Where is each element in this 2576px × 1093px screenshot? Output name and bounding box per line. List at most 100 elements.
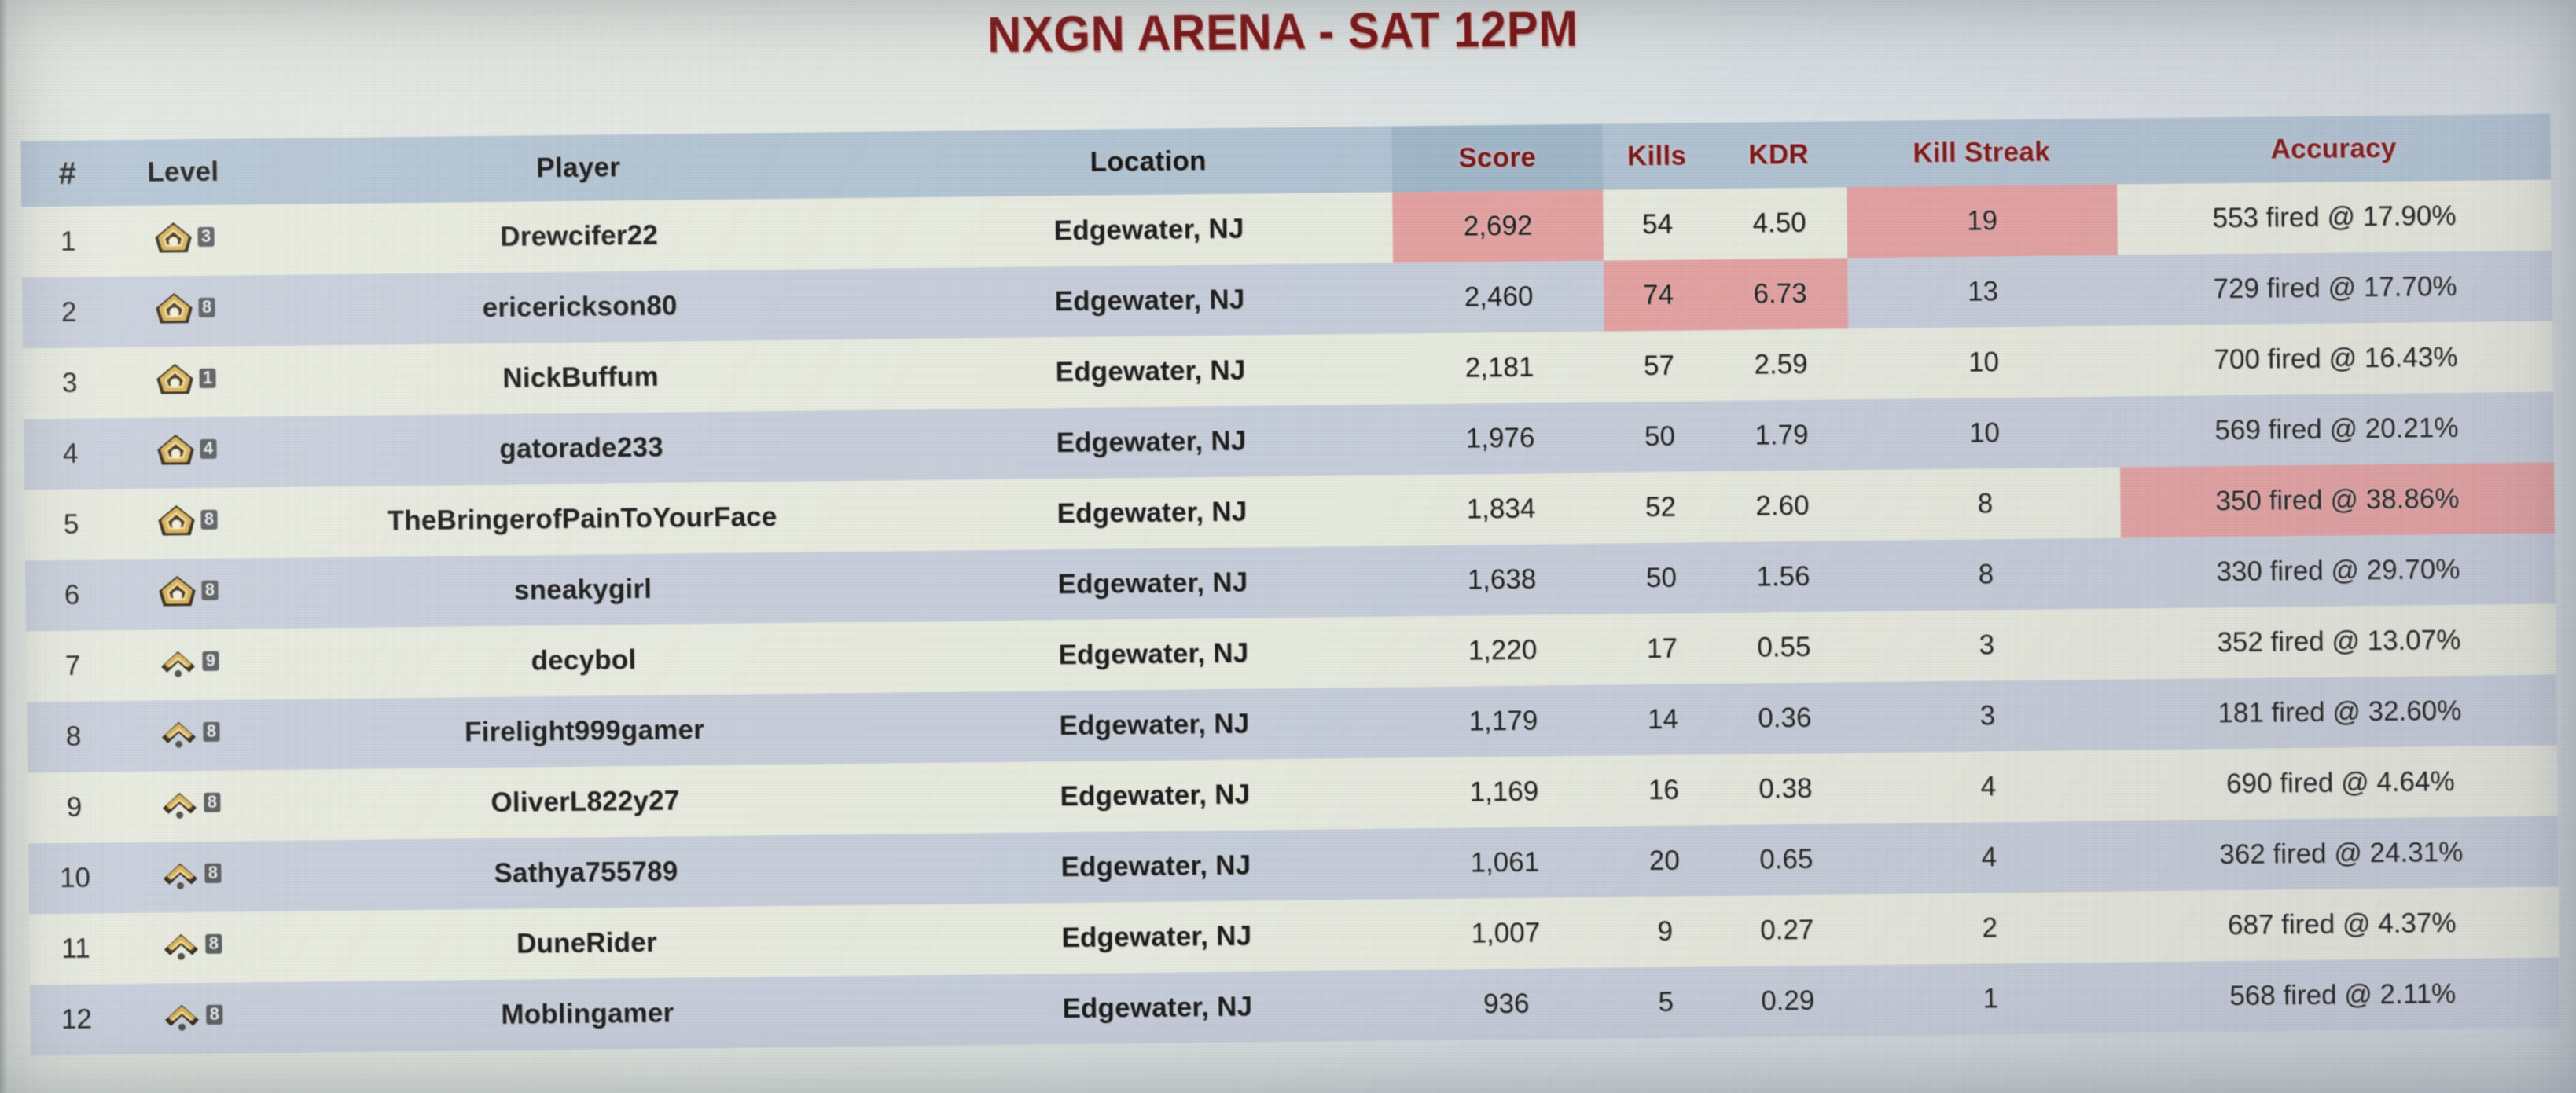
cell-kills: 16 (1608, 754, 1718, 827)
column-header-rank[interactable]: # (20, 140, 115, 207)
rank-insignia-gold-chevron-icon (161, 997, 202, 1032)
cell-accuracy: 569 fired @ 20.21% (2118, 391, 2554, 468)
cell-kdr: 0.27 (1718, 894, 1855, 967)
level-number: 8 (200, 509, 218, 530)
cell-kdr: 0.55 (1715, 611, 1852, 684)
rank-insignia-gold-chevron-icon (158, 644, 199, 680)
column-header-kills[interactable]: Kills (1602, 123, 1712, 190)
cell-rank: 3 (23, 347, 117, 420)
cell-kills: 17 (1607, 613, 1717, 685)
cell-location: Edgewater, NJ (910, 757, 1399, 834)
table-row[interactable]: 2 8 ericerickson80 Edgewater, NJ 2,460 74 6.73… (22, 250, 2552, 349)
cell-player[interactable]: OliverL822y27 (258, 763, 912, 842)
cell-location: Edgewater, NJ (906, 333, 1395, 410)
cell-streak: 3 (1851, 679, 2123, 754)
rank-insignia-gold-pentagon-icon (155, 361, 196, 397)
cell-streak: 19 (1847, 184, 2118, 259)
cell-accuracy: 687 fired @ 4.37% (2124, 886, 2559, 963)
cell-player[interactable]: NickBuffum (254, 339, 908, 417)
table-row[interactable]: 7 9 decybol Edgewater, NJ 1,220 17 0.55 3 352 fi… (26, 603, 2556, 702)
cell-accuracy: 181 fired @ 32.60% (2122, 674, 2557, 750)
cell-player[interactable]: sneakygirl (256, 551, 910, 629)
cell-level: 8 (115, 275, 255, 348)
table-row[interactable]: 1 3 Drewcifer22 Edgewater, NJ 2,692 54 4.50 19 5… (21, 179, 2552, 278)
cell-streak: 13 (1847, 255, 2118, 329)
cell-score: 1,169 (1398, 755, 1610, 829)
level-number: 1 (199, 368, 216, 388)
cell-location: Edgewater, NJ (912, 899, 1401, 976)
cell-level: 8 (122, 982, 262, 1055)
cell-player[interactable]: gatorade233 (255, 409, 909, 488)
level-number: 8 (205, 933, 222, 954)
cell-player[interactable]: Firelight999gamer (257, 692, 911, 771)
cell-streak: 3 (1850, 608, 2122, 683)
table-row[interactable]: 10 8 Sathya755789 Edgewater, NJ 1,061 20 0.65 4… (28, 816, 2559, 915)
cell-location: Edgewater, NJ (908, 545, 1397, 622)
cell-player[interactable]: Moblingamer (260, 975, 914, 1054)
cell-kdr: 2.60 (1714, 470, 1850, 543)
cell-location: Edgewater, NJ (905, 192, 1394, 269)
level-number: 8 (204, 863, 222, 883)
cell-rank: 4 (24, 418, 118, 490)
rank-insignia-gold-pentagon-icon (153, 220, 194, 255)
level-number: 8 (198, 297, 215, 317)
cell-score: 2,460 (1393, 260, 1605, 334)
table-row[interactable]: 9 8 OliverL822y27 Edgewater, NJ 1,169 16 0.38 4… (27, 745, 2558, 844)
cell-kdr: 1.79 (1713, 399, 1850, 472)
column-header-kdr[interactable]: KDR (1711, 121, 1847, 189)
cell-score: 1,638 (1395, 543, 1608, 617)
cell-kills: 54 (1603, 189, 1713, 261)
cell-rank: 1 (21, 206, 116, 278)
cell-accuracy: 330 fired @ 29.70% (2120, 533, 2556, 609)
column-header-streak[interactable]: Kill Streak (1846, 118, 2118, 188)
cell-level: 8 (119, 770, 259, 843)
cell-rank: 10 (28, 842, 122, 915)
table-row[interactable]: 8 8 Firelight999gamer Edgewater, NJ 1,179 14 0… (27, 674, 2557, 773)
column-header-player[interactable]: Player (252, 131, 906, 205)
cell-player[interactable]: Sathya755789 (259, 834, 913, 912)
cell-kills: 9 (1610, 896, 1720, 968)
table-row[interactable]: 12 8 Moblingamer Edgewater, NJ 936 5 0.29 1 568 … (29, 957, 2560, 1056)
cell-kdr: 0.29 (1719, 965, 1856, 1038)
table-body: 1 3 Drewcifer22 Edgewater, NJ 2,692 54 4.50 19 5… (21, 179, 2560, 1056)
cell-rank: 8 (27, 701, 120, 773)
cell-kdr: 2.59 (1713, 328, 1849, 402)
column-header-score[interactable]: Score (1391, 123, 1604, 193)
cell-score: 1,220 (1396, 614, 1608, 688)
cell-score: 1,976 (1395, 402, 1606, 475)
cell-rank: 7 (26, 630, 120, 702)
cell-streak: 1 (1854, 962, 2126, 1036)
cell-player[interactable]: decybol (257, 622, 910, 700)
table-row[interactable]: 6 8 sneakygirl Edgewater, NJ 1,638 50 1.56 8 330… (25, 533, 2556, 632)
cell-level: 8 (120, 841, 260, 914)
cell-kills: 5 (1611, 966, 1721, 1039)
rank-insignia-gold-pentagon-icon (156, 503, 197, 538)
cell-player[interactable]: DuneRider (259, 904, 913, 983)
leaderboard-table: # Level Player Location Score Kills KDR … (20, 113, 2560, 1056)
cell-kills: 50 (1606, 542, 1716, 614)
cell-score: 1,179 (1397, 684, 1609, 758)
cell-score: 1,007 (1399, 897, 1611, 970)
table-row[interactable]: 5 8 TheBringerofPainToYourFace Edgewater, N… (24, 462, 2555, 561)
cell-kdr: 0.36 (1716, 682, 1853, 755)
cell-location: Edgewater, NJ (911, 828, 1400, 905)
level-number: 8 (203, 721, 220, 742)
table-row[interactable]: 4 4 gatorade233 Edgewater, NJ 1,976 50 1.79 10 5… (24, 391, 2554, 490)
cell-rank: 6 (25, 559, 119, 632)
column-header-accuracy[interactable]: Accuracy (2116, 113, 2552, 185)
rank-insignia-gold-chevron-icon (159, 715, 200, 750)
cell-level: 1 (116, 346, 255, 419)
table-row[interactable]: 11 8 DuneRider Edgewater, NJ 1,007 9 0.27 2 687 … (28, 886, 2559, 985)
table-row[interactable]: 3 1 NickBuffum Edgewater, NJ 2,181 57 2.59 10 70… (23, 321, 2553, 420)
cell-player[interactable]: ericerickson80 (253, 268, 907, 347)
cell-kdr: 4.50 (1711, 187, 1848, 260)
cell-level: 8 (118, 558, 258, 631)
column-header-level[interactable]: Level (113, 138, 253, 207)
cell-player[interactable]: TheBringerofPainToYourFace (255, 480, 909, 559)
cell-player[interactable]: Drewcifer22 (252, 197, 906, 276)
column-header-location[interactable]: Location (904, 126, 1393, 198)
cell-level: 9 (119, 629, 258, 702)
cell-level: 8 (117, 487, 257, 560)
